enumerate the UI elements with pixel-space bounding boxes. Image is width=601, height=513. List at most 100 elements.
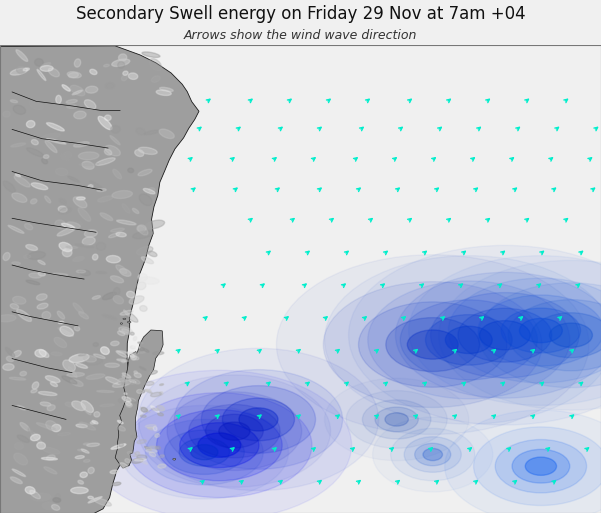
- Ellipse shape: [153, 351, 164, 355]
- Ellipse shape: [23, 68, 29, 71]
- Ellipse shape: [52, 504, 59, 510]
- Ellipse shape: [120, 269, 131, 277]
- Ellipse shape: [58, 321, 64, 324]
- Ellipse shape: [113, 169, 121, 179]
- Ellipse shape: [58, 242, 70, 249]
- Ellipse shape: [117, 359, 129, 362]
- Ellipse shape: [76, 459, 96, 464]
- Ellipse shape: [31, 140, 38, 145]
- Ellipse shape: [160, 87, 173, 91]
- Ellipse shape: [48, 68, 59, 77]
- Ellipse shape: [88, 185, 93, 187]
- Ellipse shape: [138, 169, 152, 176]
- Ellipse shape: [145, 130, 159, 135]
- Ellipse shape: [88, 467, 94, 473]
- Ellipse shape: [385, 413, 409, 426]
- Ellipse shape: [111, 228, 124, 232]
- Ellipse shape: [105, 115, 111, 121]
- Ellipse shape: [531, 313, 601, 358]
- Ellipse shape: [17, 309, 32, 322]
- Ellipse shape: [83, 405, 91, 415]
- Ellipse shape: [105, 363, 120, 367]
- Ellipse shape: [79, 311, 88, 319]
- Ellipse shape: [478, 283, 601, 388]
- Ellipse shape: [73, 303, 84, 314]
- Ellipse shape: [126, 403, 132, 407]
- Ellipse shape: [10, 477, 22, 484]
- Ellipse shape: [117, 426, 126, 431]
- Ellipse shape: [141, 407, 150, 412]
- Ellipse shape: [66, 246, 78, 248]
- Ellipse shape: [120, 323, 123, 324]
- Ellipse shape: [119, 382, 126, 384]
- Ellipse shape: [52, 424, 61, 431]
- Ellipse shape: [20, 371, 26, 376]
- Ellipse shape: [73, 197, 87, 208]
- Ellipse shape: [97, 390, 114, 392]
- Ellipse shape: [37, 294, 47, 301]
- Ellipse shape: [29, 273, 41, 278]
- Ellipse shape: [201, 386, 316, 453]
- Ellipse shape: [139, 277, 159, 284]
- Ellipse shape: [147, 427, 153, 430]
- Ellipse shape: [87, 370, 352, 513]
- Ellipse shape: [46, 123, 64, 131]
- Ellipse shape: [191, 445, 218, 460]
- Ellipse shape: [146, 447, 152, 450]
- Ellipse shape: [165, 430, 244, 475]
- Ellipse shape: [127, 321, 131, 323]
- Ellipse shape: [94, 498, 111, 506]
- Ellipse shape: [50, 382, 58, 387]
- Ellipse shape: [59, 199, 66, 204]
- Ellipse shape: [25, 224, 32, 230]
- Ellipse shape: [111, 276, 124, 283]
- Ellipse shape: [103, 314, 117, 320]
- Ellipse shape: [151, 392, 162, 397]
- Ellipse shape: [478, 295, 601, 366]
- Ellipse shape: [84, 356, 96, 362]
- Ellipse shape: [189, 404, 280, 458]
- Ellipse shape: [43, 120, 58, 122]
- Ellipse shape: [162, 135, 168, 139]
- Ellipse shape: [31, 199, 37, 204]
- Ellipse shape: [31, 428, 35, 431]
- Ellipse shape: [480, 321, 530, 350]
- Ellipse shape: [13, 105, 26, 114]
- Ellipse shape: [407, 330, 458, 359]
- Ellipse shape: [122, 375, 126, 378]
- Ellipse shape: [239, 408, 278, 431]
- Ellipse shape: [66, 221, 83, 226]
- Ellipse shape: [58, 328, 73, 337]
- Ellipse shape: [448, 278, 601, 383]
- Ellipse shape: [12, 262, 20, 265]
- Ellipse shape: [159, 392, 163, 395]
- Ellipse shape: [105, 83, 114, 89]
- Ellipse shape: [136, 246, 153, 255]
- Ellipse shape: [63, 360, 75, 371]
- Ellipse shape: [97, 189, 106, 191]
- Ellipse shape: [31, 389, 37, 393]
- Ellipse shape: [118, 379, 126, 383]
- Ellipse shape: [149, 58, 162, 71]
- Ellipse shape: [149, 452, 156, 457]
- Ellipse shape: [128, 399, 138, 404]
- Ellipse shape: [87, 374, 105, 379]
- Ellipse shape: [90, 422, 96, 424]
- Ellipse shape: [93, 254, 98, 260]
- Ellipse shape: [116, 232, 126, 237]
- Ellipse shape: [148, 123, 160, 127]
- Ellipse shape: [151, 408, 159, 410]
- Ellipse shape: [111, 126, 120, 133]
- Ellipse shape: [67, 222, 80, 228]
- Ellipse shape: [26, 148, 43, 156]
- Ellipse shape: [84, 100, 96, 109]
- Ellipse shape: [67, 105, 77, 108]
- Ellipse shape: [116, 265, 127, 273]
- Ellipse shape: [391, 428, 475, 481]
- Ellipse shape: [133, 345, 140, 348]
- Ellipse shape: [25, 487, 35, 494]
- Ellipse shape: [93, 343, 99, 346]
- Ellipse shape: [430, 292, 579, 378]
- Ellipse shape: [138, 273, 147, 281]
- Ellipse shape: [23, 254, 31, 259]
